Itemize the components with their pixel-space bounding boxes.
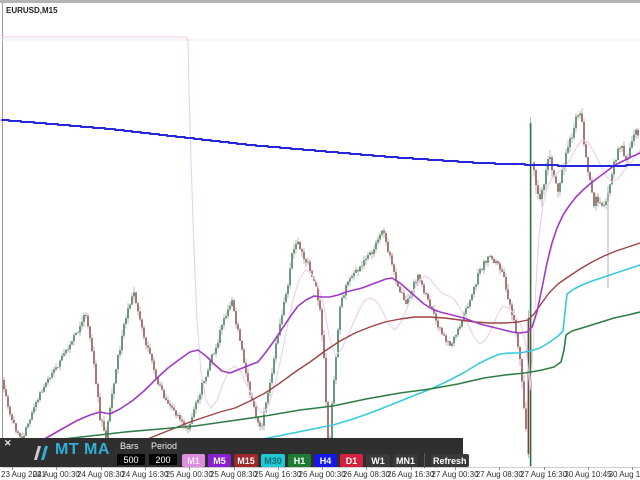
tf-button-m30[interactable]: M30 [261,454,285,467]
axis-tick [455,467,456,470]
axis-tick-label: 26 Aug 16:30 [387,470,435,479]
period-input[interactable] [149,454,177,465]
axis-tick-label: 24 Aug 16:30 [121,470,169,479]
axis-tick [233,467,235,470]
tf-button-h4[interactable]: H4 [314,454,337,467]
axis-tick-label: 23 Aug 2021 [1,470,46,479]
axis-tick-label: 30 Aug 18:45 [608,470,640,479]
axis-tick [632,467,634,470]
timeframe-button-row: M1 M5 M15 M30 H1 H4 D1 W1 MN1 Refresh [182,453,469,468]
axis-tick [144,467,146,470]
axis-tick [56,467,58,470]
tf-button-m1[interactable]: M1 [182,454,205,467]
axis-tick-label: 27 Aug 16:30 [520,470,568,479]
axis-tick-label: 24 Aug 00:30 [32,470,80,479]
axis-tick-label: 27 Aug 00:30 [431,470,479,479]
ma-line-h4 [1,119,640,167]
bars-input[interactable] [117,454,145,465]
chart-symbol-label: EURUSD,M15 [6,6,58,15]
axis-tick-label: 26 Aug 00:30 [298,470,346,479]
time-axis: 23 Aug 2021 24 Aug 00:30 24 Aug 08:30 24 Au… [0,467,640,480]
refresh-button[interactable]: Refresh [431,454,469,467]
time-axis-line [2,467,640,468]
tf-button-d1[interactable]: D1 [340,454,363,467]
axis-tick [100,467,102,470]
axis-tick [499,467,501,470]
tf-button-w1[interactable]: W1 [366,454,390,467]
axis-tick [322,467,324,470]
chart-left-border [2,3,3,467]
axis-tick [410,467,412,470]
bars-label: Bars [120,441,139,451]
axis-tick [277,467,279,470]
period-label: Period [151,441,178,451]
axis-tick [189,467,191,470]
axis-tick [12,467,13,470]
mt-ma-brand: MT MA [55,441,110,458]
ma-indicator-panel: ✕ MT MA Bars Period M1M5M15M30H1H4D1W1MN… [0,438,469,468]
axis-tick [366,467,368,470]
toolbar-separator [424,453,425,468]
axis-tick-label: 25 Aug 16:30 [254,470,302,479]
ma-line-h1 [54,311,640,441]
axis-tick-label: 25 Aug 08:30 [209,470,258,479]
ma-line-m1 [1,36,640,415]
axis-tick [587,467,589,470]
tf-button-m15[interactable]: M15 [234,454,258,467]
axis-tick [543,467,545,470]
axis-tick-label: 27 Aug 08:30 [475,470,523,479]
candles-layer [3,108,639,467]
close-icon[interactable]: ✕ [4,438,12,448]
axis-tick-label: 25 Aug 00:30 [165,470,213,479]
tf-button-m5[interactable]: M5 [208,454,231,467]
window-top-border [0,0,640,3]
ma-line-m5 [5,152,640,465]
ma-line-m15 [129,242,640,448]
axis-tick-label: 26 Aug 08:30 [342,470,390,479]
axis-tick-label: 24 Aug 08:30 [77,470,125,479]
ma-line-m30 [232,264,640,445]
mt-ma-logo-icon [34,446,48,460]
axis-tick-label: 30 Aug 10:45 [564,470,612,479]
tf-button-h1[interactable]: H1 [288,454,311,467]
tf-button-mn1[interactable]: MN1 [393,454,418,467]
